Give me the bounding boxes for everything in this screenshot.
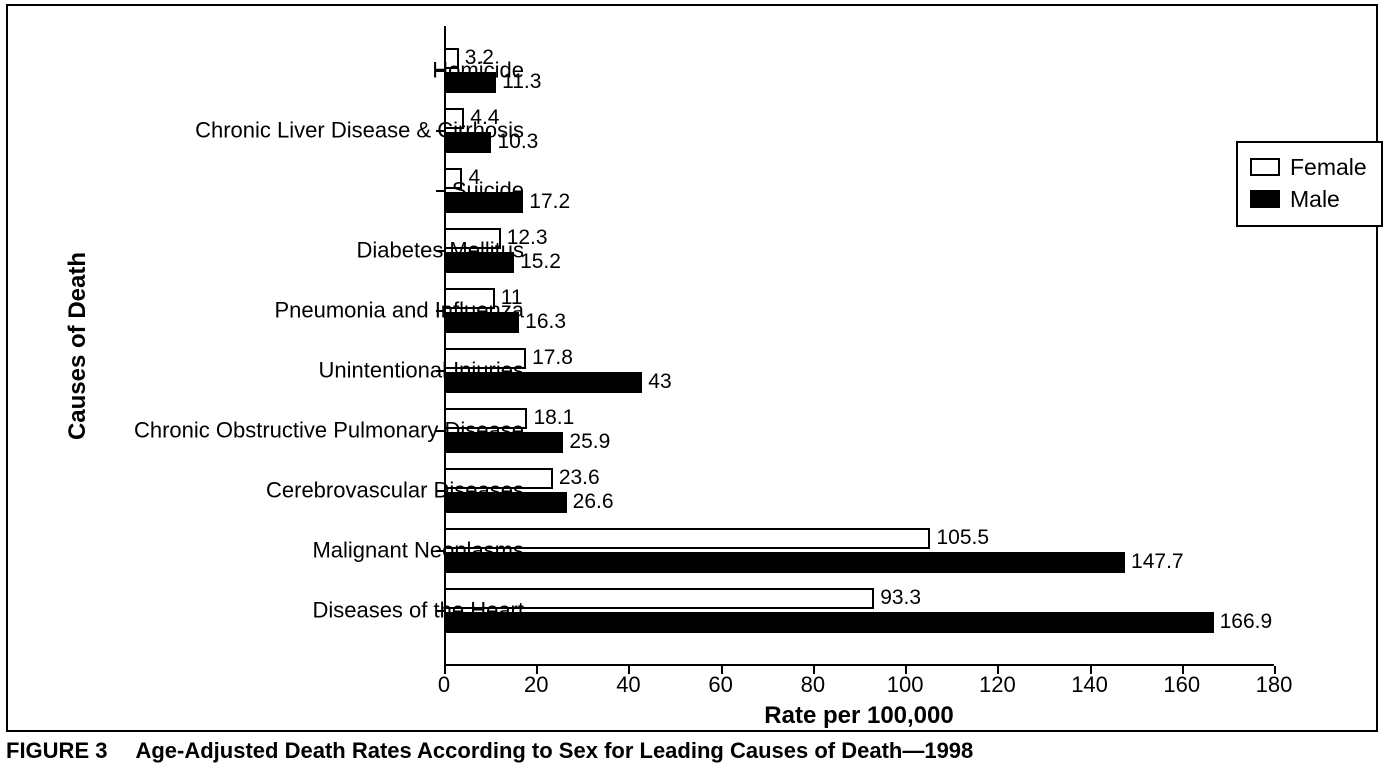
legend-label: Male xyxy=(1290,183,1340,215)
category-label: Chronic Obstructive Pulmonary Disease xyxy=(104,418,524,441)
category-label: Diabetes Mellitus xyxy=(104,238,524,261)
legend-swatch-male xyxy=(1250,190,1280,208)
value-label-male: 16.3 xyxy=(525,310,566,334)
bar-male xyxy=(444,612,1214,633)
legend-item-male: Male xyxy=(1250,183,1367,215)
plot-region: 3.211.34.410.3417.212.315.21116.317.8431… xyxy=(444,26,1274,666)
bar-male xyxy=(444,552,1125,573)
chart-frame: 3.211.34.410.3417.212.315.21116.317.8431… xyxy=(6,4,1378,732)
value-label-female: 18.1 xyxy=(533,406,574,430)
category-label: Cerebrovascular Diseases xyxy=(104,478,524,501)
figure-caption: FIGURE 3 Age-Adjusted Death Rates Accord… xyxy=(6,738,973,764)
value-label-female: 23.6 xyxy=(559,466,600,490)
legend-swatch-female xyxy=(1250,158,1280,176)
value-label-male: 17.2 xyxy=(529,190,570,214)
x-tick-label: 160 xyxy=(1163,672,1200,698)
category-label: Homicide xyxy=(104,58,524,81)
category-label: Chronic Liver Disease & Cirrhosis xyxy=(104,118,524,141)
y-axis-title-text: Causes of Death xyxy=(64,252,92,440)
x-tick-label: 20 xyxy=(524,672,548,698)
value-label-male: 166.9 xyxy=(1220,610,1273,634)
x-tick-label: 100 xyxy=(887,672,924,698)
legend-label: Female xyxy=(1290,151,1367,183)
category-label: Diseases of the Heart xyxy=(104,598,524,621)
value-label-male: 147.7 xyxy=(1131,550,1184,574)
figure-title: Age-Adjusted Death Rates According to Se… xyxy=(135,738,973,764)
chart-area: 3.211.34.410.3417.212.315.21116.317.8431… xyxy=(444,26,1364,706)
value-label-male: 43 xyxy=(648,370,671,394)
category-label: Unintentional Injuries xyxy=(104,358,524,381)
category-label: Suicide xyxy=(104,178,524,201)
x-tick-label: 120 xyxy=(979,672,1016,698)
legend-item-female: Female xyxy=(1250,151,1367,183)
value-label-female: 105.5 xyxy=(936,526,989,550)
value-label-male: 15.2 xyxy=(520,250,561,274)
x-tick-label: 180 xyxy=(1256,672,1293,698)
legend: FemaleMale xyxy=(1236,141,1383,227)
figure-number: FIGURE 3 xyxy=(6,738,107,764)
value-label-female: 17.8 xyxy=(532,346,573,370)
category-label: Malignant Neoplasms xyxy=(104,538,524,561)
x-tick-label: 140 xyxy=(1071,672,1108,698)
value-label-female: 93.3 xyxy=(880,586,921,610)
x-tick-label: 80 xyxy=(801,672,825,698)
x-axis-title: Rate per 100,000 xyxy=(444,702,1274,730)
x-tick-label: 60 xyxy=(708,672,732,698)
x-tick-label: 0 xyxy=(438,672,450,698)
category-label: Pneumonia and Influenza xyxy=(104,298,524,321)
x-tick-label: 40 xyxy=(616,672,640,698)
value-label-male: 25.9 xyxy=(569,430,610,454)
value-label-male: 26.6 xyxy=(573,490,614,514)
x-axis-line xyxy=(444,664,1274,666)
y-axis-title: Causes of Death xyxy=(64,26,92,666)
